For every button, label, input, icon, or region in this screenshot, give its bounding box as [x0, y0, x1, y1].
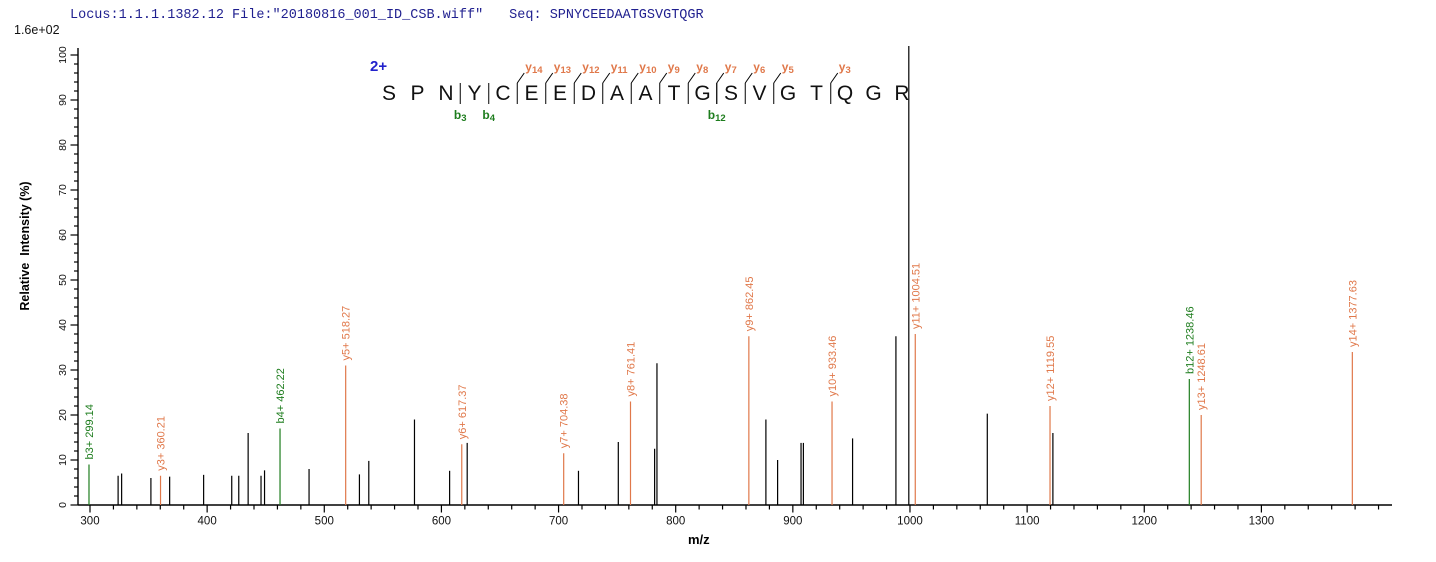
y-ion-tick — [573, 72, 582, 84]
x-tick-label: 600 — [432, 516, 451, 528]
fragment-peak-label: y8+ 761.41 — [625, 342, 637, 397]
y-ion-tick — [516, 72, 525, 84]
residue-letter: S — [724, 82, 738, 105]
x-tick-label: 500 — [315, 516, 334, 528]
x-tick-label: 1200 — [1131, 516, 1157, 528]
fragment-peak-label: y7+ 704.38 — [559, 394, 571, 449]
fragment-peak-label: y14+ 1377.63 — [1347, 280, 1359, 347]
y-tick-label: 30 — [57, 364, 69, 376]
y-tick-label: 40 — [57, 319, 69, 331]
residue-letter: T — [668, 82, 681, 105]
residue-letter: D — [581, 82, 596, 105]
y-tick-label: 100 — [57, 46, 69, 64]
sequence-field: Seq: SPNYCEEDAATGSVGTQGR — [509, 8, 703, 23]
residue-letter: N — [438, 82, 453, 105]
fragment-peak-label: y6+ 617.37 — [457, 385, 469, 440]
y-scale-max-label: 1.6e+02 — [14, 23, 60, 37]
labeled-peaks: b3+ 299.14 y3+ 360.21 b4+ 462.22 y5+ 518.27… — [84, 263, 1359, 505]
locus-file-label: Locus:1.1.1.1382.12 File:"20180816_001_I… — [70, 8, 484, 23]
y-ion-label: y11 — [611, 60, 628, 76]
fragment-peak-label: y11+ 1004.51 — [910, 263, 922, 329]
residue-letter: V — [752, 82, 766, 105]
y-ion-label: y6 — [753, 60, 765, 76]
y-ion-tick — [630, 72, 639, 84]
seq-value: SPNYCEEDAATGSVGTQGR — [549, 8, 704, 23]
fragment-peak-label: b3+ 299.14 — [84, 404, 96, 459]
residue-letter: S — [382, 82, 396, 105]
y-ion-label: y3 — [839, 60, 851, 76]
residue-letter: G — [865, 82, 881, 105]
residue-letter: T — [810, 82, 823, 105]
y-ion-tick — [687, 72, 696, 84]
y-ion-tick — [773, 72, 782, 84]
y-tick-label: 60 — [57, 229, 69, 241]
unlabeled-peaks — [117, 46, 1054, 505]
y-ion-tick — [659, 72, 668, 84]
x-tick-label: 1100 — [1015, 516, 1040, 528]
y-ion-label: y14 — [525, 60, 543, 76]
residue-letter: E — [524, 82, 538, 105]
fragment-peak-label: b4+ 462.22 — [275, 368, 287, 423]
y-ion-label: y13 — [554, 60, 571, 76]
y-ion-label: y10 — [639, 60, 656, 76]
residue-letter: R — [894, 82, 909, 105]
fragment-peak-label: y3+ 360.21 — [156, 416, 168, 471]
x-axis-ticks: 300 400 500 600 700 800 900 1000 1100 1200 1300 — [80, 505, 1380, 528]
residue-letter: G — [780, 82, 796, 105]
y-tick-label: 0 — [57, 502, 69, 508]
y-ion-tick — [602, 72, 611, 84]
y-tick-label: 50 — [57, 274, 69, 286]
b-ion-label: b4 — [482, 108, 495, 124]
x-tick-label: 400 — [198, 516, 217, 528]
residue-letter: E — [553, 82, 567, 105]
axes — [77, 48, 1392, 506]
residue-letter: G — [694, 82, 710, 105]
y-axis-ticks: 0 10 20 30 40 50 60 70 80 90 100 — [57, 46, 78, 508]
residue-letter: Y — [467, 82, 481, 105]
b-ion-label: b3 — [454, 108, 467, 124]
seq-label: Seq: — [509, 8, 542, 23]
y-tick-label: 20 — [57, 409, 69, 421]
y-ion-label: y9 — [668, 60, 680, 76]
fragment-peak-label: y13+ 1248.61 — [1196, 343, 1208, 410]
y-tick-label: 80 — [57, 139, 69, 151]
precursor-charge-label: 2+ — [370, 58, 387, 75]
fragment-peak-label: b12+ 1238.46 — [1184, 306, 1196, 374]
residue-letter: A — [638, 82, 652, 105]
y-ion-label: y5 — [782, 60, 795, 76]
residue-letter: C — [495, 82, 510, 105]
x-tick-label: 900 — [783, 516, 802, 528]
header-bar: Locus:1.1.1.1382.12 File:"20180816_001_I… — [70, 8, 704, 23]
y-ion-tick — [830, 72, 839, 84]
x-tick-label: 1300 — [1249, 516, 1275, 528]
y-ion-tick — [744, 72, 753, 84]
x-tick-label: 700 — [549, 516, 568, 528]
fragment-peak-label: y9+ 862.45 — [744, 277, 756, 332]
y-ion-label: y7 — [725, 60, 737, 76]
y-tick-label: 10 — [57, 454, 69, 466]
residue-letter: A — [610, 82, 624, 105]
x-tick-label: 300 — [80, 516, 99, 528]
fragment-peak-label: y10+ 933.46 — [827, 336, 839, 397]
y-tick-label: 90 — [57, 94, 69, 106]
fragment-peak-label: y5+ 518.27 — [341, 306, 353, 361]
x-tick-label: 1000 — [897, 516, 923, 528]
b-ion-label: b12 — [708, 108, 726, 124]
y-ion-label: y8 — [696, 60, 708, 76]
x-axis-title: m/z — [688, 532, 710, 547]
y-ion-label: y12 — [582, 60, 599, 76]
y-tick-label: 70 — [57, 184, 69, 196]
residue-letter: Q — [837, 82, 853, 105]
x-tick-label: 800 — [666, 516, 685, 528]
residue-letter: P — [410, 82, 424, 105]
y-ion-tick — [716, 72, 725, 84]
fragment-peak-label: y12+ 1119.55 — [1045, 336, 1057, 401]
y-ion-tick — [545, 72, 554, 84]
